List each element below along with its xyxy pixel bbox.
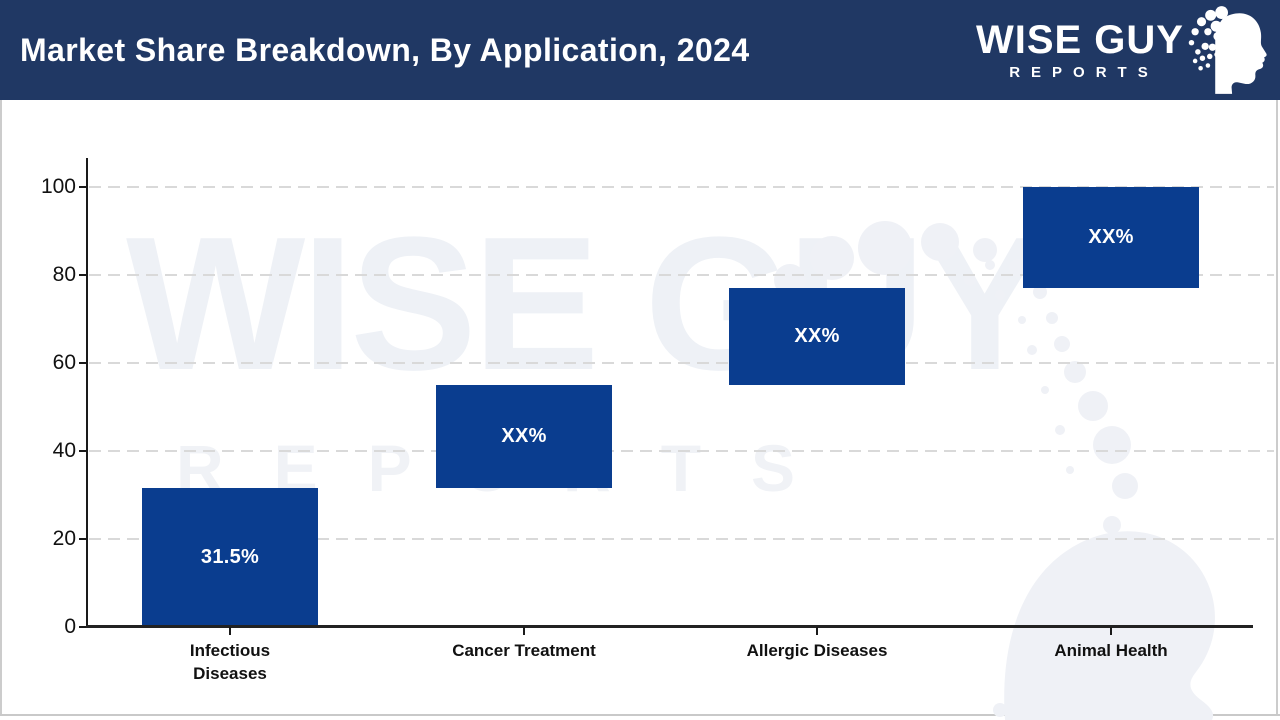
logo-subtitle: REPORTS xyxy=(1009,63,1159,81)
plot-area: WISE GUY REPORTS 02040608010031.5%Infect… xyxy=(0,100,1280,720)
y-tick-40 xyxy=(79,450,86,452)
gridline-60 xyxy=(89,362,1274,364)
frame-bottom xyxy=(0,714,1280,716)
y-tick-label-80: 80 xyxy=(52,263,76,286)
bar-value-label: XX% xyxy=(1088,226,1134,249)
y-tick-60 xyxy=(79,362,86,364)
y-tick-label-60: 60 xyxy=(52,351,76,374)
page-title: Market Share Breakdown, By Application, … xyxy=(20,31,750,68)
logo-face-icon xyxy=(1188,6,1267,94)
x-category-label: Cancer Treatment xyxy=(452,641,596,660)
y-tick-20 xyxy=(79,538,86,540)
gridline-20 xyxy=(89,538,1274,540)
y-tick-label-100: 100 xyxy=(40,175,76,198)
y-tick-0 xyxy=(79,626,86,628)
x-tick-3 xyxy=(816,627,818,635)
bar-value-label: XX% xyxy=(501,425,547,448)
frame-left xyxy=(0,100,2,716)
x-category-label: Allergic Diseases xyxy=(746,641,888,660)
bar-value-label: XX% xyxy=(794,325,840,348)
header: Market Share Breakdown, By Application, … xyxy=(0,0,1280,100)
logo: WISE GUY REPORTS xyxy=(976,5,1270,95)
y-axis-line xyxy=(86,158,88,627)
gridline-100 xyxy=(89,186,1274,188)
y-tick-label-40: 40 xyxy=(52,439,76,462)
bar-value-label: 31.5% xyxy=(200,546,260,569)
bar-4: XX% xyxy=(1023,187,1199,289)
y-tick-label-0: 0 xyxy=(64,615,76,638)
x-tick-1 xyxy=(229,627,231,635)
gridline-80 xyxy=(89,274,1274,276)
frame-right xyxy=(1276,100,1278,716)
bar-3: XX% xyxy=(729,288,905,385)
bar-2: XX% xyxy=(436,385,612,489)
logo-text: WISE GUY REPORTS xyxy=(976,20,1184,81)
x-category-label: Animal Health xyxy=(1054,641,1168,660)
bar-1: 31.5% xyxy=(142,488,318,627)
x-tick-4 xyxy=(1110,627,1112,635)
y-tick-100 xyxy=(79,186,86,188)
x-category-label: Infectious Diseases xyxy=(189,641,271,683)
logo-wordmark: WISE GUY xyxy=(975,17,1184,62)
x-tick-2 xyxy=(523,627,525,635)
y-tick-80 xyxy=(79,274,86,276)
gridline-40 xyxy=(89,450,1274,452)
x-axis-line xyxy=(86,625,1253,628)
y-tick-label-20: 20 xyxy=(52,527,76,550)
